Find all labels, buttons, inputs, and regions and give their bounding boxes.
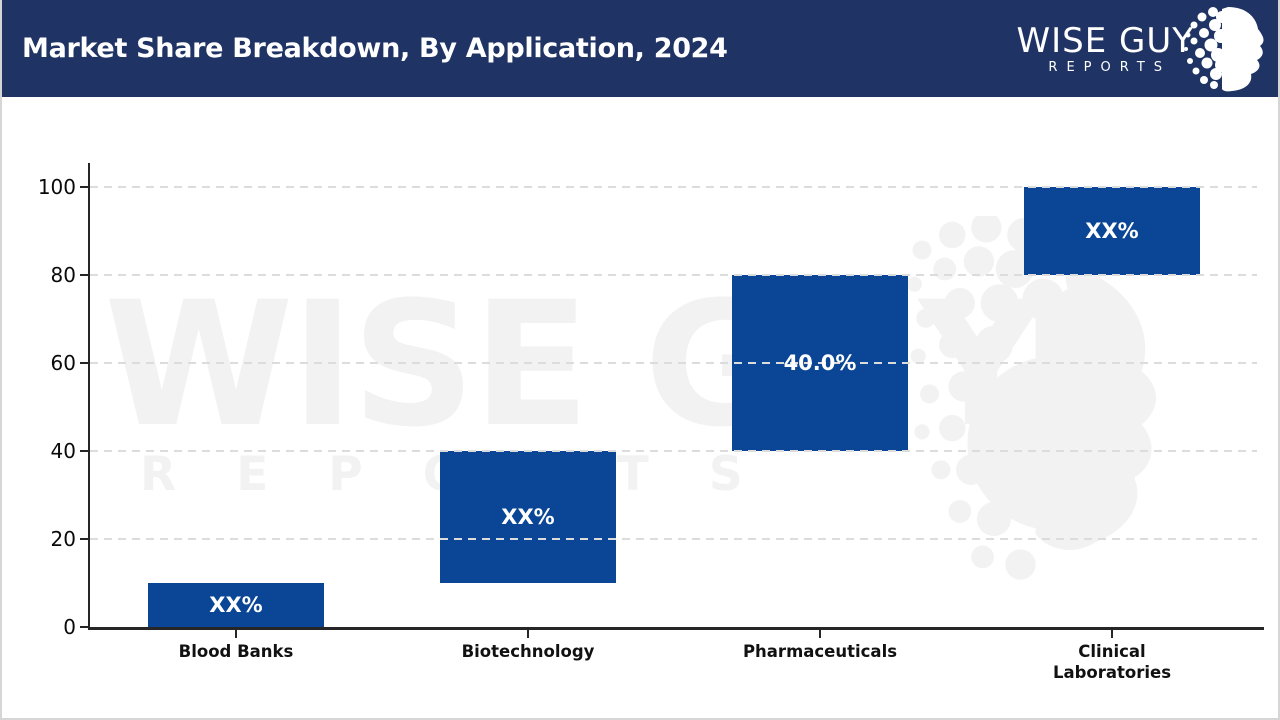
- y-tick-mark: [80, 274, 88, 276]
- bar-value-label: 40.0%: [783, 351, 857, 375]
- y-axis-line: [88, 163, 90, 630]
- y-tick-mark: [80, 362, 88, 364]
- y-tick-label: 0: [63, 615, 76, 639]
- bar-value-label: XX%: [209, 593, 263, 617]
- x-tick-mark: [819, 630, 821, 638]
- header-band: Market Share Breakdown, By Application, …: [2, 0, 1278, 97]
- x-tick-mark: [235, 630, 237, 638]
- bar-biotechnology: [440, 451, 616, 583]
- bar-value-label: XX%: [1085, 219, 1139, 243]
- wiseguy-logo-text: WISE GUY REPORTS: [1016, 22, 1194, 76]
- x-tick-mark: [1111, 630, 1113, 638]
- grid-line-40: [90, 450, 1257, 452]
- wiseguy-logo: WISE GUY REPORTS: [1016, 5, 1266, 93]
- y-tick-label: 60: [50, 351, 76, 375]
- grid-line-80: [90, 274, 1257, 276]
- plot-area: XX% XX% 40.0% XX%: [90, 163, 1257, 627]
- x-category-label: Blood Banks: [178, 642, 294, 661]
- grid-line-60: [90, 362, 1257, 364]
- y-tick-label: 100: [37, 175, 76, 199]
- y-tick-mark: [80, 626, 88, 628]
- logo-brand-name: WISE GUY: [1016, 21, 1194, 61]
- grid-line-20: [90, 538, 1257, 540]
- y-tick-mark: [80, 186, 88, 188]
- y-tick-label: 20: [50, 527, 76, 551]
- x-category-label: Pharmaceuticals: [742, 642, 898, 661]
- logo-brand-subtitle: REPORTS: [1048, 60, 1172, 75]
- grid-line-100: [90, 186, 1257, 188]
- x-tick-mark: [527, 630, 529, 638]
- y-tick-mark: [80, 450, 88, 452]
- x-category-label: Biotechnology: [461, 642, 595, 661]
- bar-value-label: XX%: [501, 505, 555, 529]
- bar-blood-banks: [148, 583, 324, 627]
- page-title: Market Share Breakdown, By Application, …: [22, 33, 728, 64]
- x-category-label: Clinical Laboratories: [1052, 642, 1172, 682]
- y-tick-label: 80: [50, 263, 76, 287]
- y-tick-mark: [80, 538, 88, 540]
- x-axis-line: [88, 627, 1264, 630]
- bar-clinical-laboratories: [1024, 187, 1200, 275]
- y-tick-label: 40: [50, 439, 76, 463]
- wiseguy-face-icon: [1184, 7, 1264, 92]
